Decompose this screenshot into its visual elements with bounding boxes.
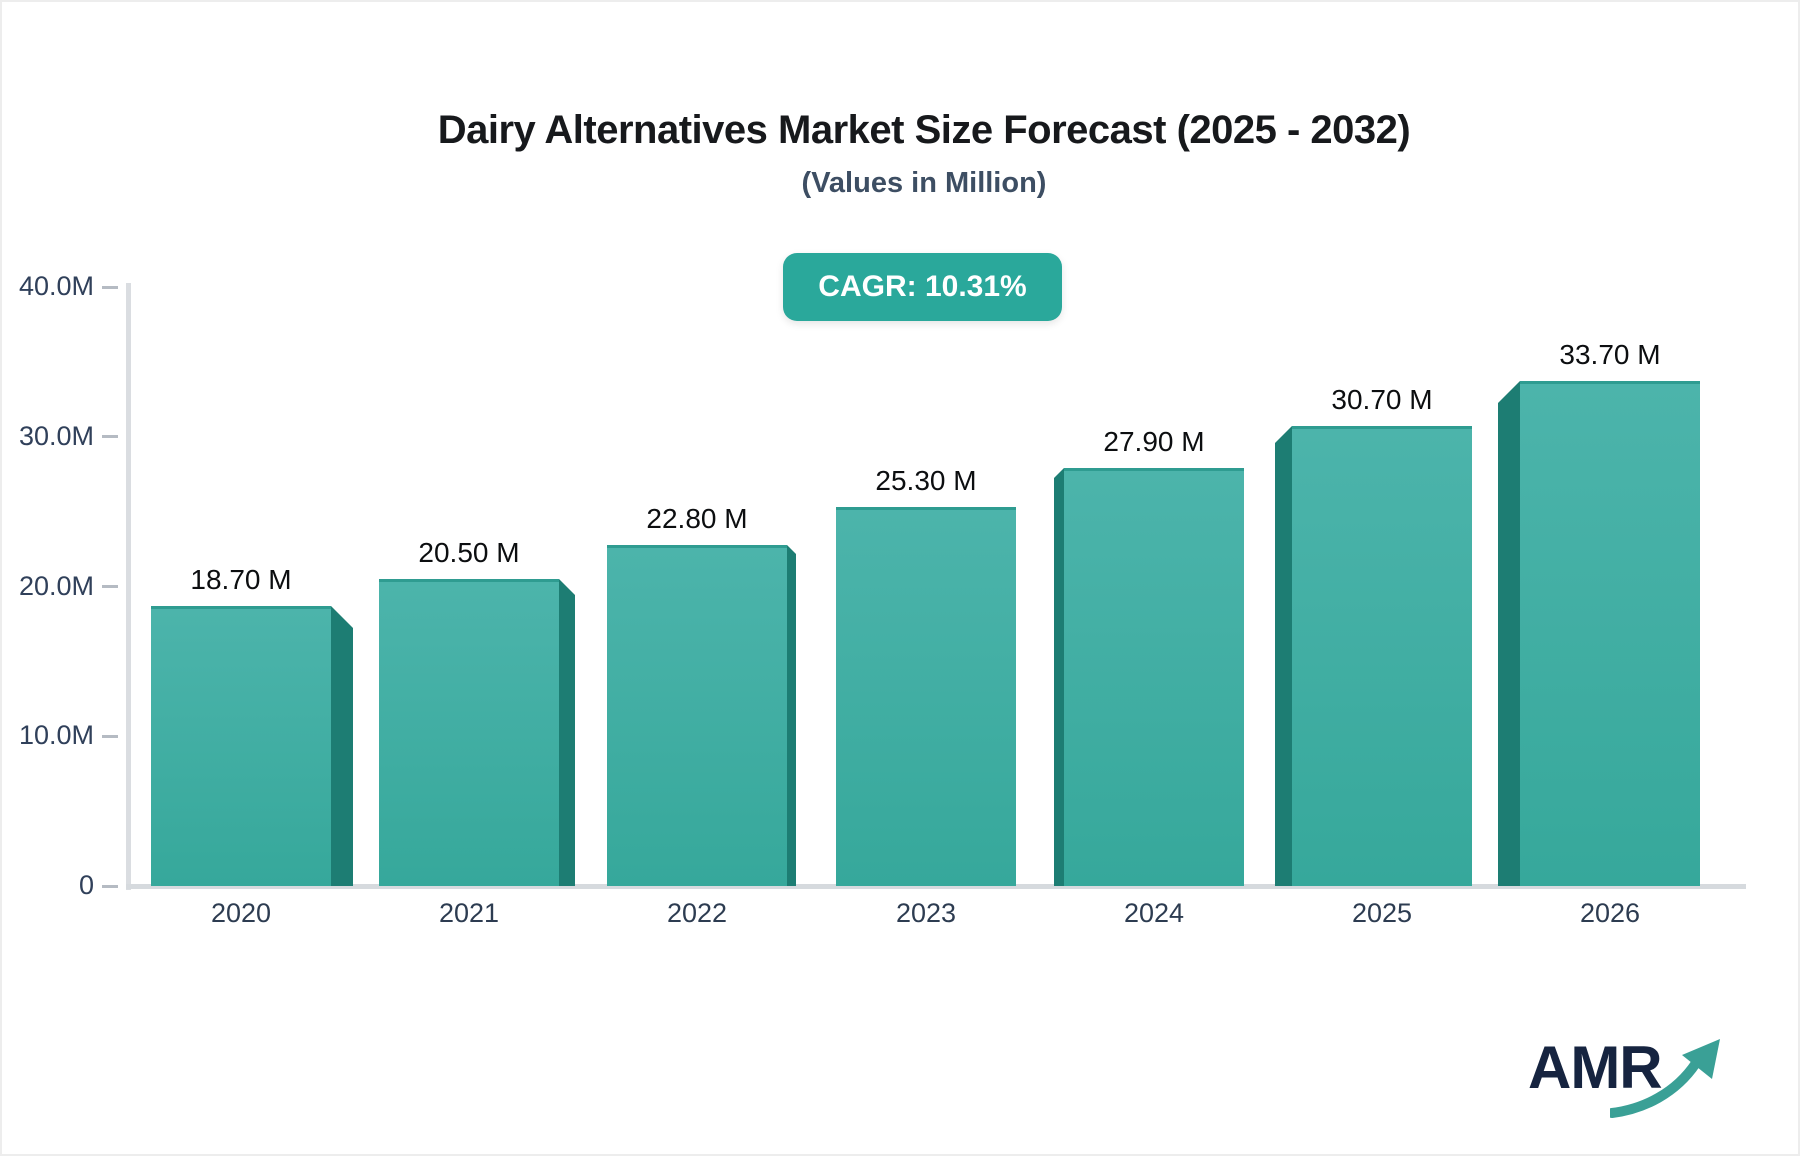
bar-value-label: 30.70 M: [1331, 384, 1433, 415]
amr-logo-text: AMR: [1528, 1034, 1663, 1101]
x-axis-line: [126, 884, 1746, 889]
y-axis-tick: [102, 734, 118, 738]
y-axis-tick: [102, 285, 118, 289]
y-axis-tick-label: 30.0M: [18, 420, 94, 451]
bar-value-label: 27.90 M: [1103, 426, 1205, 457]
bar-2024: [1064, 468, 1244, 886]
y-axis-line: [126, 283, 131, 890]
bar-side-face: [1275, 426, 1292, 886]
y-axis-tick-label: 20.0M: [18, 570, 94, 601]
x-axis-label: 2021: [438, 898, 500, 928]
bar-value-label: 20.50 M: [418, 537, 520, 568]
bar-side-face: [331, 606, 353, 886]
x-axis-label: 2020: [210, 898, 272, 928]
bar-2020: [151, 606, 331, 886]
amr-logo: AMR: [1522, 1025, 1732, 1120]
bar-2022: [607, 545, 787, 886]
y-axis-tick: [102, 435, 118, 439]
chart-title: Dairy Alternatives Market Size Forecast …: [437, 108, 1411, 152]
x-axis-label: 2022: [666, 898, 728, 928]
y-axis-tick-label: 40.0M: [18, 271, 94, 301]
y-axis-tick: [102, 884, 118, 888]
x-axis-label: 2026: [1579, 898, 1641, 928]
y-axis-tick-label: 10.0M: [18, 720, 94, 751]
x-axis-label: 2023: [895, 898, 957, 928]
bar-2025: [1292, 426, 1472, 886]
bar-value-label: 33.70 M: [1559, 339, 1661, 370]
bar-2021: [379, 579, 559, 886]
bar-value-label: 22.80 M: [646, 503, 748, 534]
x-axis-label: 2025: [1351, 898, 1413, 928]
bar-2023: [836, 507, 1016, 886]
cagr-badge: CAGR: 10.31%: [783, 253, 1062, 321]
chart-header: Dairy Alternatives Market Size Forecast …: [48, 0, 1800, 200]
bar-side-face: [559, 579, 575, 886]
chart-subtitle: (Values in Million): [801, 167, 1047, 199]
y-axis-tick-label: 0: [78, 870, 94, 900]
bar-side-face: [1498, 381, 1520, 886]
y-axis-tick: [102, 585, 118, 588]
bar-side-face: [787, 545, 796, 886]
growth-arrow-icon: [1610, 1039, 1720, 1118]
cagr-badge-label: CAGR: 10.31%: [818, 270, 1027, 303]
x-axis-label: 2024: [1123, 898, 1185, 928]
bar-value-label: 25.30 M: [875, 465, 977, 496]
bar-2026: [1520, 381, 1700, 886]
bar-side-face: [1054, 468, 1064, 886]
bar-value-label: 18.70 M: [190, 564, 292, 595]
